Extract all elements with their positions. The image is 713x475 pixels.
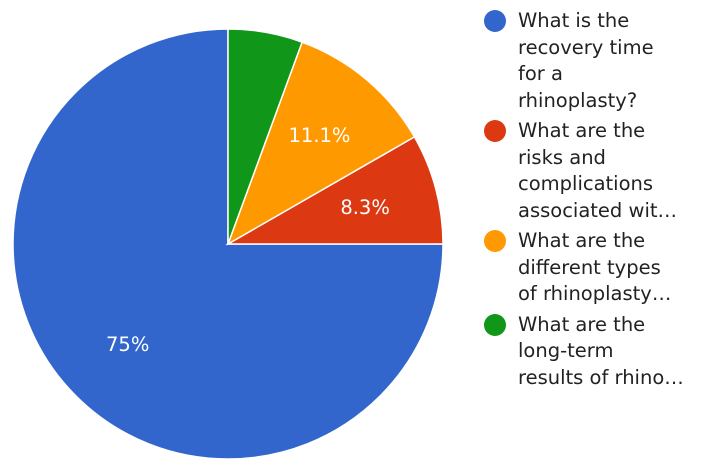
pie-chart: 75% 8.3% 11.1% — [12, 28, 444, 460]
legend-item-4[interactable]: What are the long-term results of rhino… — [484, 312, 709, 392]
legend-item-3[interactable]: What are the different types of rhinoplast… — [484, 228, 709, 308]
pie-slice-label-1: 75% — [106, 333, 149, 356]
pie-slice-label-2: 8.3% — [340, 196, 390, 219]
legend-item-1[interactable]: What is the recovery time for a rhinoplasty… — [484, 8, 709, 114]
legend-item-2[interactable]: What are the risks and complications associ… — [484, 118, 709, 224]
legend-label-3: What are the different types of rhinoplast… — [518, 229, 672, 305]
legend-swatch-3 — [484, 230, 506, 252]
pie-slice-1 — [12, 28, 444, 460]
legend-swatch-4 — [484, 313, 506, 336]
legend-label-1: What is the recovery time for a rhinoplasty… — [518, 9, 654, 112]
pie-slice-3 — [226, 41, 416, 246]
legend-label-2: What are the risks and complications associ… — [518, 119, 678, 222]
legend-swatch-2 — [484, 120, 506, 142]
legend-swatch-1 — [484, 10, 506, 32]
pie-slice-2 — [225, 135, 444, 245]
legend: What is the recovery time for a rhinoplasty… — [484, 8, 709, 395]
legend-label-4: What are the long-term results of rhino… — [518, 312, 684, 389]
pie-slice-label-3: 11.1% — [289, 124, 351, 147]
pie-slice-4 — [227, 28, 304, 245]
